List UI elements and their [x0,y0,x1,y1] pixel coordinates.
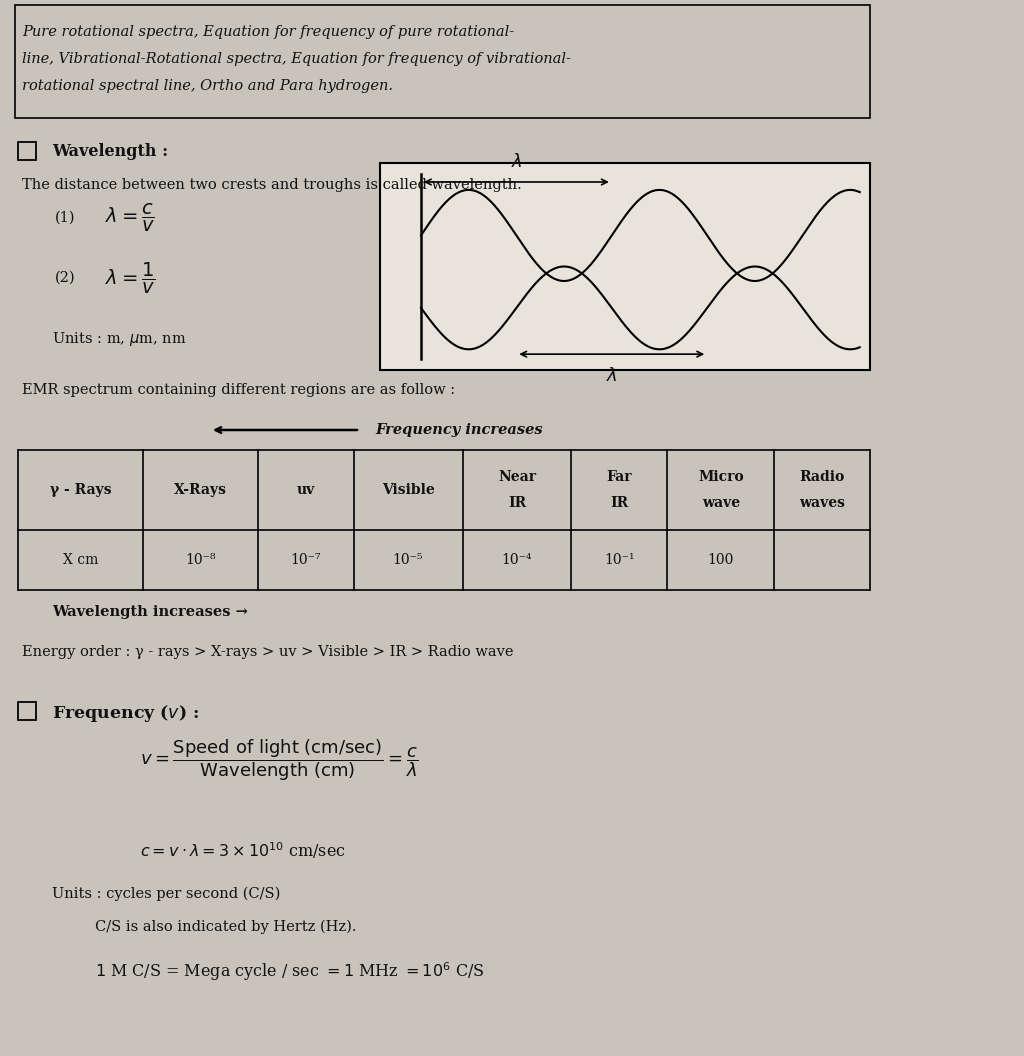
Text: IR: IR [508,495,526,510]
Text: Wavelength increases →: Wavelength increases → [52,605,248,619]
Text: 10⁻⁵: 10⁻⁵ [393,553,423,567]
Text: Units : cycles per second (C/S): Units : cycles per second (C/S) [52,887,281,902]
FancyBboxPatch shape [380,163,870,370]
Text: $c = v \cdot \lambda = 3 \times 10^{10}$ cm/sec: $c = v \cdot \lambda = 3 \times 10^{10}$… [140,840,346,861]
Text: Far: Far [606,470,632,485]
Text: 10⁻⁸: 10⁻⁸ [185,553,216,567]
Text: waves: waves [799,495,845,510]
Text: $\lambda$: $\lambda$ [511,153,522,171]
Text: (1): (1) [55,211,76,225]
Text: 10⁻⁴: 10⁻⁴ [502,553,532,567]
Text: Frequency ($v$) :: Frequency ($v$) : [52,703,200,724]
Text: $\lambda$: $\lambda$ [606,366,617,384]
Text: Visible: Visible [382,483,434,497]
Text: γ - Rays: γ - Rays [50,483,112,497]
Text: X cm: X cm [62,553,98,567]
Text: Micro: Micro [698,470,743,485]
Text: Energy order : γ - rays > X-rays > uv > Visible > IR > Radio wave: Energy order : γ - rays > X-rays > uv > … [22,645,513,659]
Text: Frequency increases: Frequency increases [375,423,543,437]
Text: uv: uv [297,483,314,497]
Text: $v = \dfrac{\mathrm{Speed\ of\ light\ (cm/sec)}}{\mathrm{Wavelength\ (cm)}} = \d: $v = \dfrac{\mathrm{Speed\ of\ light\ (c… [140,737,419,782]
Text: 10⁻¹: 10⁻¹ [604,553,635,567]
Text: rotational spectral line, Ortho and Para hydrogen.: rotational spectral line, Ortho and Para… [22,79,393,93]
Text: Pure rotational spectra, Equation for frequency of pure rotational-: Pure rotational spectra, Equation for fr… [22,25,514,39]
Text: 100: 100 [708,553,734,567]
Text: X-Rays: X-Rays [174,483,227,497]
Text: Wavelength :: Wavelength : [52,143,168,161]
Text: $\lambda = \dfrac{1}{v}$: $\lambda = \dfrac{1}{v}$ [105,261,156,296]
Text: The distance between two crests and troughs is called wavelength.: The distance between two crests and trou… [22,178,522,192]
Text: wave: wave [701,495,739,510]
Text: C/S is also indicated by Hertz (Hz).: C/S is also indicated by Hertz (Hz). [95,920,356,935]
Text: IR: IR [610,495,629,510]
Text: 10⁻⁷: 10⁻⁷ [291,553,321,567]
Text: EMR spectrum containing different regions are as follow :: EMR spectrum containing different region… [22,383,455,397]
Text: $1$ M C/S = Mega cycle / sec $= 1$ MHz $= 10^6$ C/S: $1$ M C/S = Mega cycle / sec $= 1$ MHz $… [95,960,484,983]
Text: Radio: Radio [800,470,845,485]
Text: Near: Near [498,470,536,485]
Text: $\lambda = \dfrac{c}{v}$: $\lambda = \dfrac{c}{v}$ [105,202,155,234]
Text: Units : m, $\mu$m, nm: Units : m, $\mu$m, nm [52,329,186,348]
Text: line, Vibrational-Rotational spectra, Equation for frequency of vibrational-: line, Vibrational-Rotational spectra, Eq… [22,52,571,65]
Text: (2): (2) [55,271,76,285]
